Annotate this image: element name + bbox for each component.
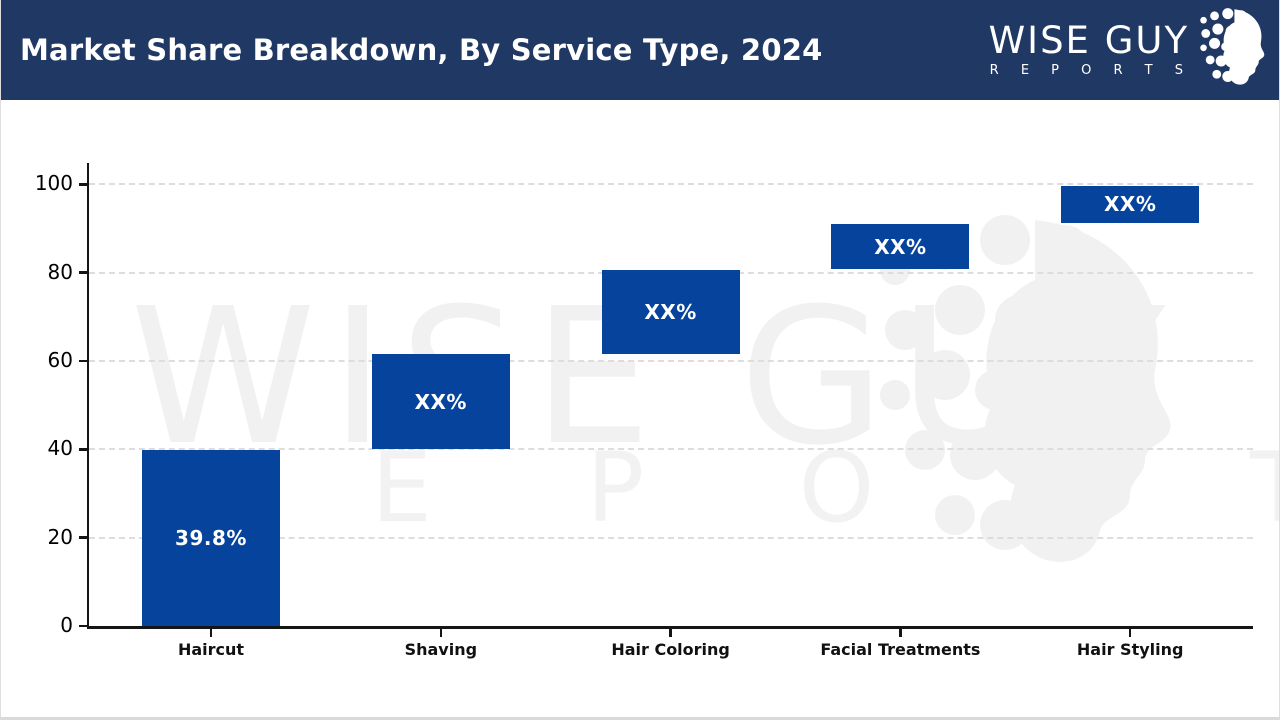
gridline-20 xyxy=(89,536,1253,539)
category-label-hair-coloring: Hair Coloring xyxy=(611,640,730,659)
y-tick-80 xyxy=(79,271,88,274)
bar-value-label: 39.8% xyxy=(175,526,247,551)
category-label-shaving: Shaving xyxy=(404,640,478,659)
category-label-facial-treatments: Facial Treatments xyxy=(820,640,981,659)
y-axis-line xyxy=(86,163,89,629)
logo-head-icon xyxy=(1200,8,1265,85)
bar-value-label: XX% xyxy=(644,299,697,324)
y-tick-label-60: 60 xyxy=(47,348,73,372)
y-tick-0 xyxy=(79,624,88,628)
gridline-60 xyxy=(89,360,1253,362)
page-title: Market Share Breakdown, By Service Type,… xyxy=(20,33,823,67)
x-tick-haircut xyxy=(209,628,213,637)
y-tick-label-100: 100 xyxy=(34,171,73,196)
y-tick-label-80: 80 xyxy=(47,259,73,284)
x-tick-hair-styling xyxy=(1128,628,1132,637)
y-tick-label-20: 20 xyxy=(47,524,73,549)
y-tick-40 xyxy=(79,448,88,451)
gridline-100 xyxy=(89,183,1253,186)
gridline-40 xyxy=(89,448,1253,451)
x-tick-facial-treatments xyxy=(899,628,902,637)
bar-value-label: XX% xyxy=(414,389,467,414)
y-tick-label-40: 40 xyxy=(47,436,73,461)
bar-hair-styling: XX% xyxy=(1061,185,1200,224)
bar-facial-treatments: XX% xyxy=(831,224,970,270)
y-tick-label-0: 0 xyxy=(60,613,73,637)
x-tick-shaving xyxy=(439,628,443,637)
bar-shaving: XX% xyxy=(371,353,510,450)
logo-words: WISE GUY R E P O R T S xyxy=(986,22,1192,78)
brand-logo: WISE GUY R E P O R T S xyxy=(986,0,1266,100)
bar-value-label: XX% xyxy=(874,234,927,259)
logo-tagline: R E P O R T S xyxy=(989,63,1192,78)
category-label-haircut: Haircut xyxy=(177,640,245,659)
x-tick-hair-coloring xyxy=(669,628,672,637)
x-axis-line xyxy=(86,626,1253,629)
bar-value-label: XX% xyxy=(1103,192,1157,217)
bar-haircut: 39.8% xyxy=(142,450,280,626)
y-tick-100 xyxy=(79,183,88,186)
y-tick-20 xyxy=(79,536,88,539)
bar-hair-coloring: XX% xyxy=(601,270,740,354)
logo-wordmark: WISE GUY xyxy=(988,19,1190,62)
header-bar: Market Share Breakdown, By Service Type,… xyxy=(0,0,1280,100)
category-label-hair-styling: Hair Styling xyxy=(1076,640,1184,659)
y-tick-60 xyxy=(79,359,88,363)
